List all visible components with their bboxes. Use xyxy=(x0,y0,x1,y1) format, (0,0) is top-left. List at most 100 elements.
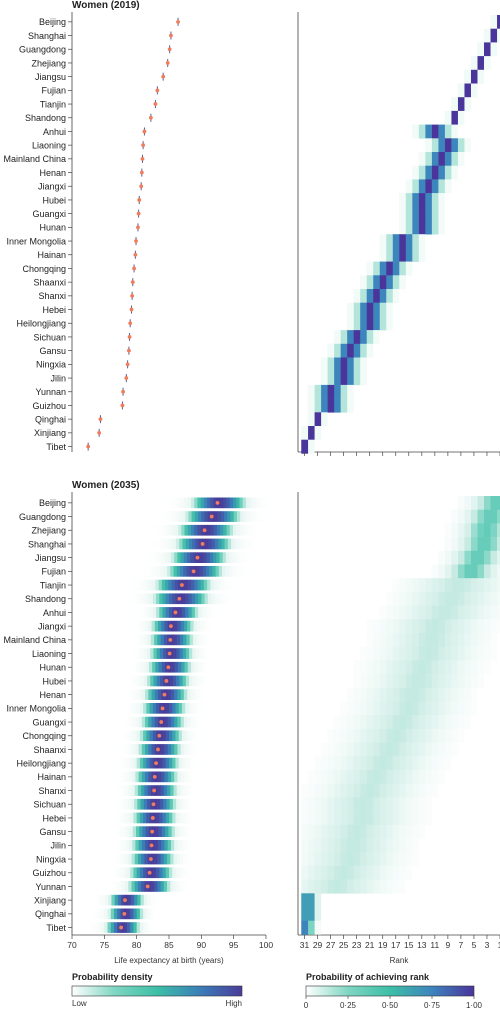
density-segment xyxy=(117,730,121,742)
rank-cell xyxy=(366,811,374,826)
density-segment xyxy=(117,922,121,933)
legend-tick-label: 0·75 xyxy=(424,1001,441,1010)
density-segment xyxy=(256,538,261,550)
rank-cell xyxy=(399,865,406,880)
rank-cell xyxy=(366,674,374,689)
row-label-shanxi: Shanxi xyxy=(38,786,66,796)
rank-cell xyxy=(320,384,328,399)
density-segment xyxy=(105,853,110,865)
rank-cell xyxy=(444,138,452,153)
density-segment xyxy=(168,524,172,536)
rank-cell xyxy=(392,674,400,689)
row-label-hebei: Hebei xyxy=(42,305,66,315)
rank-cell xyxy=(399,687,406,702)
density-segment xyxy=(167,881,171,892)
density-segment xyxy=(203,497,208,509)
rank-cell xyxy=(412,619,419,634)
density-segment xyxy=(124,798,129,810)
rank-cell xyxy=(340,357,348,372)
rank-cell xyxy=(470,619,478,634)
point-2019-beijing xyxy=(176,19,180,24)
density-segment xyxy=(172,867,176,879)
density-segment xyxy=(181,607,186,618)
rank-cell xyxy=(379,879,387,894)
density-segment xyxy=(119,689,123,700)
density-segment xyxy=(196,689,201,700)
rank-cell xyxy=(385,742,393,757)
density-segment xyxy=(126,579,130,591)
density-segment xyxy=(163,853,168,865)
rank-cell xyxy=(385,687,393,702)
density-segment xyxy=(176,675,180,687)
density-segment xyxy=(107,867,112,879)
row-label-hunan: Hunan xyxy=(39,223,66,233)
density-segment xyxy=(226,524,231,536)
rank-cell xyxy=(359,330,367,345)
point-2035-qinghai xyxy=(122,911,127,916)
density-segment xyxy=(154,620,159,632)
rank-cell xyxy=(385,770,393,784)
legend-low-label: Low xyxy=(72,999,87,1008)
density-segment xyxy=(183,620,188,632)
rank-cell xyxy=(359,289,367,303)
density-segment xyxy=(201,607,205,618)
density-segment xyxy=(229,579,234,591)
density-segment xyxy=(130,730,134,742)
rank-cell xyxy=(385,605,393,620)
density-segment xyxy=(145,716,149,728)
row-label-shanghai: Shanghai xyxy=(28,31,66,41)
point-2035-chongqing xyxy=(157,733,162,738)
rank-cell xyxy=(464,715,471,730)
rank-cell xyxy=(327,371,335,386)
density-segment xyxy=(145,552,149,563)
density-segment xyxy=(196,566,200,577)
density-segment xyxy=(114,908,118,920)
density-segment xyxy=(152,607,157,618)
rank-cell xyxy=(340,728,348,743)
row-label-xinjiang: Xinjiang xyxy=(34,428,66,438)
rank-cell xyxy=(483,42,491,57)
point-2019-liaoning xyxy=(141,143,146,148)
density-segment xyxy=(114,867,118,879)
rank-cell xyxy=(444,564,452,579)
row-label-liaoning: Liaoning xyxy=(32,649,66,659)
density-segment xyxy=(195,798,200,810)
density-segment xyxy=(128,840,133,851)
point-2019-hubei xyxy=(137,198,142,202)
rank-cell xyxy=(496,15,500,29)
density-segment xyxy=(187,826,192,837)
density-segment xyxy=(189,853,194,865)
row-label-liaoning: Liaoning xyxy=(32,140,66,150)
density-segment xyxy=(154,881,158,892)
density-segment xyxy=(139,867,144,879)
rank-cell xyxy=(405,578,413,593)
density-segment xyxy=(191,593,196,605)
rank-cell xyxy=(483,550,491,565)
row-label-guizhou: Guizhou xyxy=(32,401,66,411)
density-segment xyxy=(220,579,224,591)
rank-cell xyxy=(425,728,432,743)
rank-cell xyxy=(412,578,419,593)
density-segment xyxy=(110,812,115,824)
rank-cell xyxy=(320,865,328,880)
rank-cell xyxy=(483,564,491,579)
rank-cell xyxy=(399,646,406,661)
density-segment xyxy=(156,593,160,605)
density-segment xyxy=(97,922,102,933)
density-segment xyxy=(179,853,184,865)
point-2035-hainan xyxy=(152,774,157,779)
density-segment xyxy=(141,716,146,728)
density-segment xyxy=(138,716,143,728)
rank-cell xyxy=(385,701,393,716)
density-segment xyxy=(198,675,203,687)
density-segment xyxy=(145,771,149,783)
density-segment xyxy=(210,579,215,591)
density-segment xyxy=(147,566,152,577)
point-2019-zhejiang xyxy=(165,61,170,65)
density-segment xyxy=(262,524,266,536)
row-label-shaanxi: Shaanxi xyxy=(33,745,66,755)
density-segment xyxy=(107,922,112,933)
density-segment xyxy=(152,703,157,714)
rank-cell xyxy=(359,371,367,386)
density-segment xyxy=(186,881,191,892)
